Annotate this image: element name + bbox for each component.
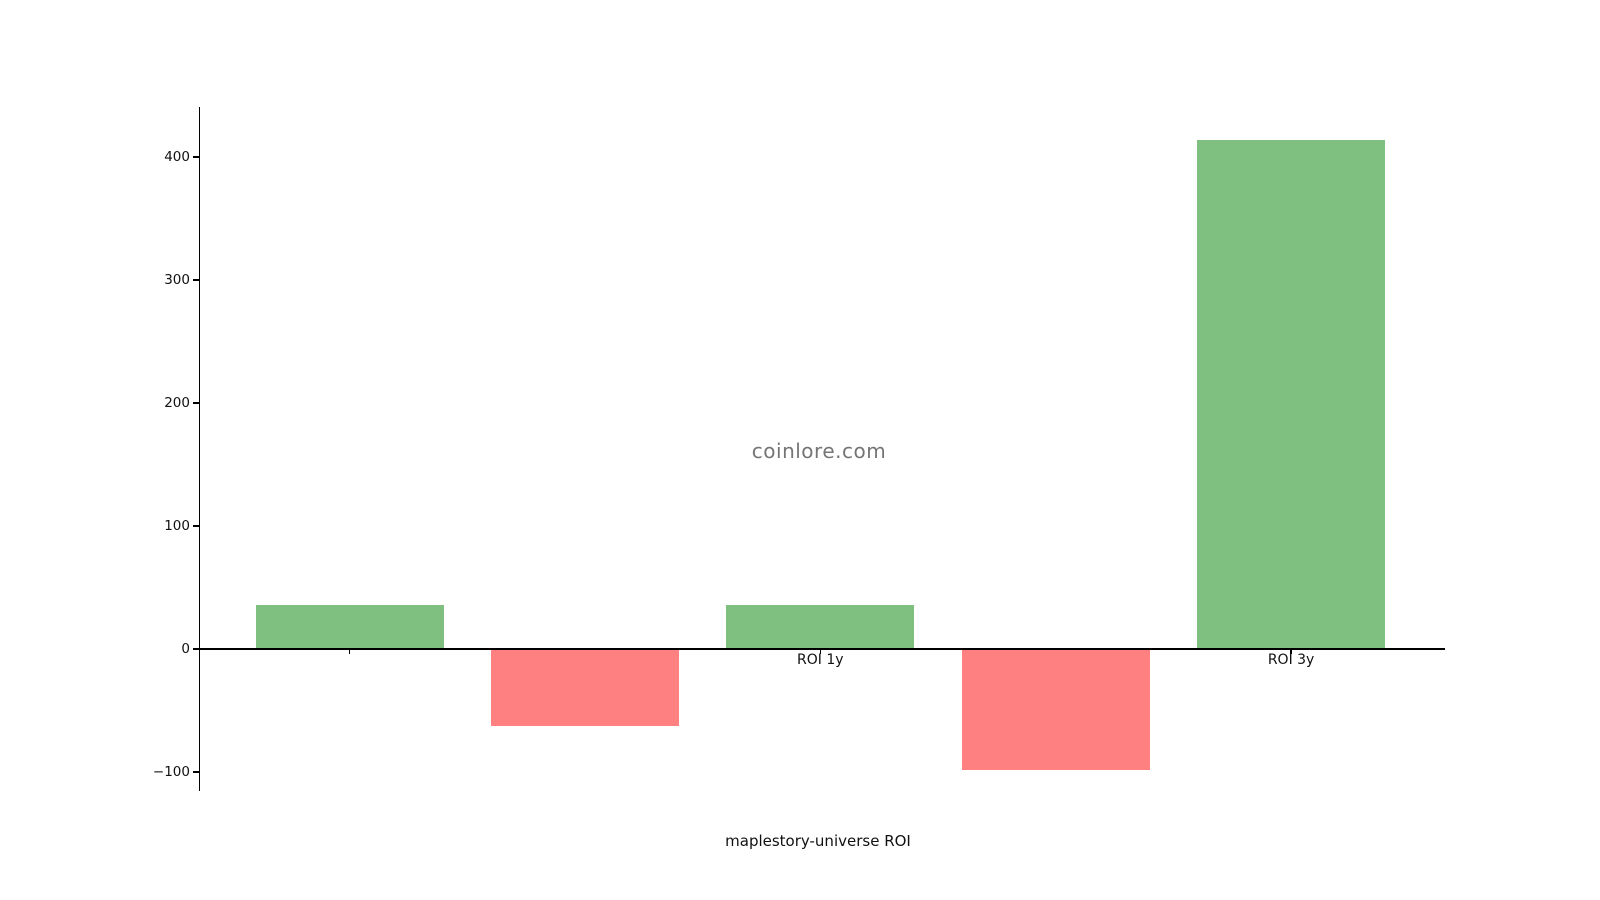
bar-category-0 [255,604,444,649]
bar-category-1 [490,649,679,727]
bar-category-3 [961,649,1150,770]
y-tick-label: 100 [164,518,190,534]
x-axis-line [200,648,1445,650]
bar-ROI 3y [1197,139,1386,649]
y-tick-label: 200 [164,395,190,411]
x-tick-label: ROI 3y [1267,651,1315,668]
chart-x-axis-title: maplestory-universe ROI [725,832,911,850]
x-tick-mark [819,649,822,654]
y-tick-mark [193,402,200,404]
y-tick-mark [193,648,200,650]
x-tick-mark [348,649,351,654]
x-tick-mark [1290,649,1292,654]
y-tick-mark [193,279,200,281]
y-axis-line [198,106,200,791]
y-tick-mark [193,771,200,773]
y-tick-label: 300 [164,272,190,288]
y-tick-label: −100 [152,764,190,780]
bar-ROI 1y [726,604,915,649]
y-tick-label: 400 [164,149,190,165]
x-tick-label: ROI 1y [797,651,844,668]
y-tick-label: 0 [181,641,190,657]
y-tick-mark [193,525,200,527]
watermark-text: coinlore.com [751,439,887,463]
y-tick-mark [193,156,200,158]
